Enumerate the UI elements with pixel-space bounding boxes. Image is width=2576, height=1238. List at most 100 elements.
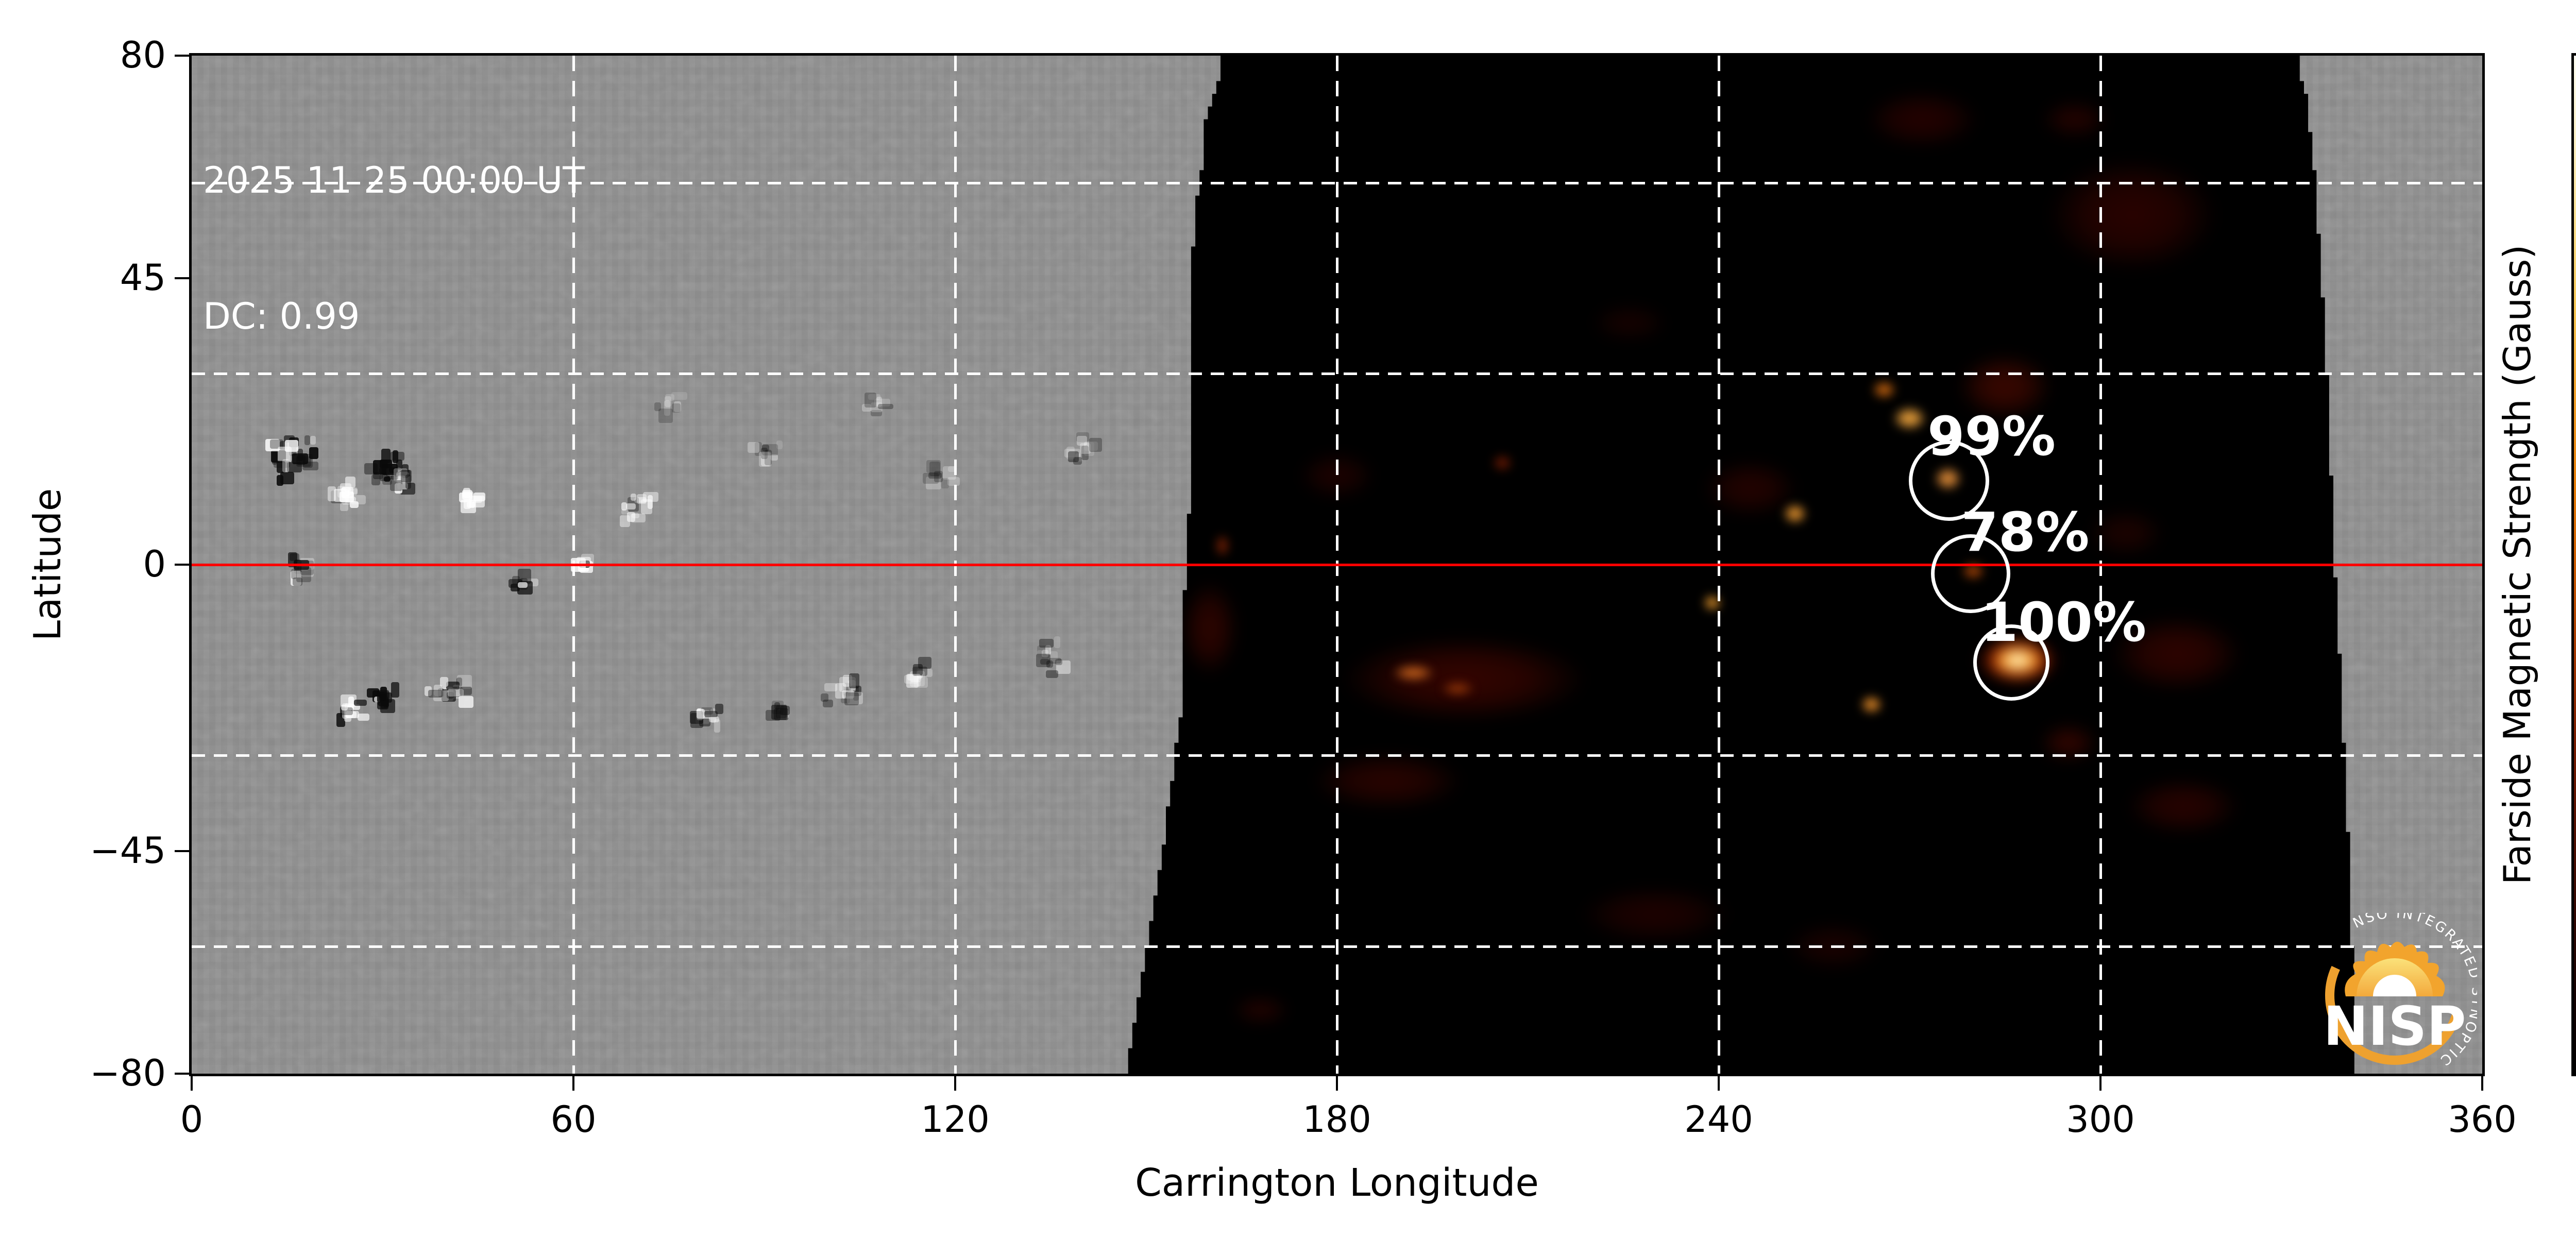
active-region-speck	[846, 691, 863, 705]
active-region-speck	[391, 474, 398, 481]
active-region-speck	[704, 710, 718, 717]
y-tick-mark	[175, 277, 189, 280]
active-region-speck	[1037, 650, 1043, 659]
active-region-speck	[947, 477, 960, 486]
active-region-speck	[621, 502, 628, 511]
equator-line	[192, 563, 2482, 566]
farside-hotspot	[1699, 591, 1725, 615]
active-region-speck	[310, 435, 316, 445]
active-region-speck	[715, 703, 724, 714]
active-region-speck	[1066, 447, 1075, 460]
y-tick-label: 0	[143, 543, 166, 585]
active-region-speck	[1083, 442, 1095, 456]
active-region-speck	[350, 495, 366, 505]
active-region-speck	[823, 700, 834, 707]
active-region-speck	[291, 569, 297, 579]
active-region-speck	[714, 719, 720, 733]
horizontal-gridline	[192, 181, 2482, 184]
main-plot: 2025 11 25 00:00 UT DC: 0.99 99% 78% 100% …	[189, 53, 2485, 1076]
active-region-speck	[388, 467, 398, 473]
active-region-speck	[303, 453, 313, 468]
active-region-speck	[459, 696, 474, 708]
active-region-speck	[358, 714, 370, 721]
active-region-speck	[397, 476, 405, 484]
active-region-speck	[754, 442, 762, 456]
x-tick-mark	[2099, 1076, 2102, 1091]
active-region-speck	[381, 449, 391, 463]
active-region-speck	[293, 577, 303, 586]
x-tick-mark	[954, 1076, 956, 1091]
active-region-speck	[297, 448, 303, 461]
x-tick-label: 120	[921, 1098, 990, 1141]
active-region-speck	[434, 685, 442, 697]
active-region-speck	[384, 476, 391, 482]
active-region-speck	[290, 553, 300, 562]
active-region-speck	[621, 508, 629, 515]
active-region-speck	[630, 494, 637, 501]
farside-hotspot	[2075, 501, 2177, 565]
farside-hotspot	[1778, 500, 1812, 528]
x-tick-mark	[2481, 1076, 2483, 1091]
active-region-speck	[1081, 445, 1089, 461]
active-region-speck	[824, 683, 838, 691]
detection-probability-label: 99%	[1927, 405, 2056, 468]
active-region-speck	[1083, 441, 1098, 451]
active-region-speck	[348, 696, 354, 710]
active-region-speck	[327, 486, 336, 501]
active-region-speck	[439, 677, 449, 687]
active-region-speck	[671, 392, 687, 400]
active-region-speck	[1076, 432, 1089, 443]
active-region-speck	[673, 401, 681, 412]
active-region-speck	[761, 452, 770, 466]
active-region-speck	[394, 470, 411, 477]
y-tick-label: 45	[120, 257, 166, 299]
farside-hotspot	[2030, 94, 2120, 145]
active-region-speck	[1037, 645, 1049, 658]
horizontal-gridline	[192, 372, 2482, 375]
active-region-speck	[658, 409, 673, 423]
active-region-speck	[282, 459, 289, 472]
active-region-speck	[625, 503, 636, 510]
timestamp-annotation: 2025 11 25 00:00 UT DC: 0.99	[203, 67, 585, 430]
detections-layer: 99% 78% 100%	[192, 56, 2482, 1074]
active-region-speck	[286, 462, 302, 473]
active-region-speck	[1089, 438, 1102, 452]
active-region-speck	[771, 704, 788, 720]
farside-hotspot	[1435, 679, 1480, 699]
active-region-speck	[1068, 451, 1079, 463]
timestamp-text: 2025 11 25 00:00 UT	[203, 159, 585, 201]
active-region-speck	[1048, 658, 1061, 664]
active-region-speck	[820, 693, 829, 702]
farside-colorbar	[2571, 53, 2576, 1076]
active-region-speck	[433, 690, 449, 702]
y-tick-mark	[175, 1073, 189, 1075]
farside-hotspot	[1867, 377, 1901, 403]
active-region-speck	[290, 571, 302, 586]
active-region-speck	[634, 497, 647, 503]
x-tick-label: 240	[1684, 1098, 1753, 1141]
active-region-speck	[383, 699, 389, 707]
active-region-speck	[878, 403, 893, 410]
horizontal-gridline	[192, 754, 2482, 757]
active-region-speck	[364, 463, 378, 474]
active-region-speck	[1073, 457, 1082, 465]
x-tick-mark	[1336, 1076, 1338, 1091]
active-region-speck	[671, 403, 681, 413]
active-region-speck	[654, 402, 662, 412]
active-region-speck	[379, 467, 386, 473]
active-region-speck	[371, 474, 381, 485]
y-tick-label: −45	[90, 829, 166, 872]
active-region-speck	[341, 704, 348, 711]
active-region-speck	[849, 673, 860, 688]
active-region-speck	[870, 410, 883, 417]
active-region-speck	[270, 439, 284, 449]
active-region-speck	[340, 502, 348, 511]
active-region-speck	[840, 690, 850, 703]
active-region-speck	[428, 689, 443, 698]
active-region-speck	[447, 688, 464, 697]
active-region-speck	[906, 674, 919, 688]
y-tick-mark	[175, 850, 189, 852]
detection-probability-label: 100%	[1980, 591, 2147, 654]
nisp-logo-wordmark: NISP	[2323, 995, 2466, 1058]
farside-colorbar-title: Farside Magnetic Strength (Gauss)	[2496, 244, 2539, 885]
